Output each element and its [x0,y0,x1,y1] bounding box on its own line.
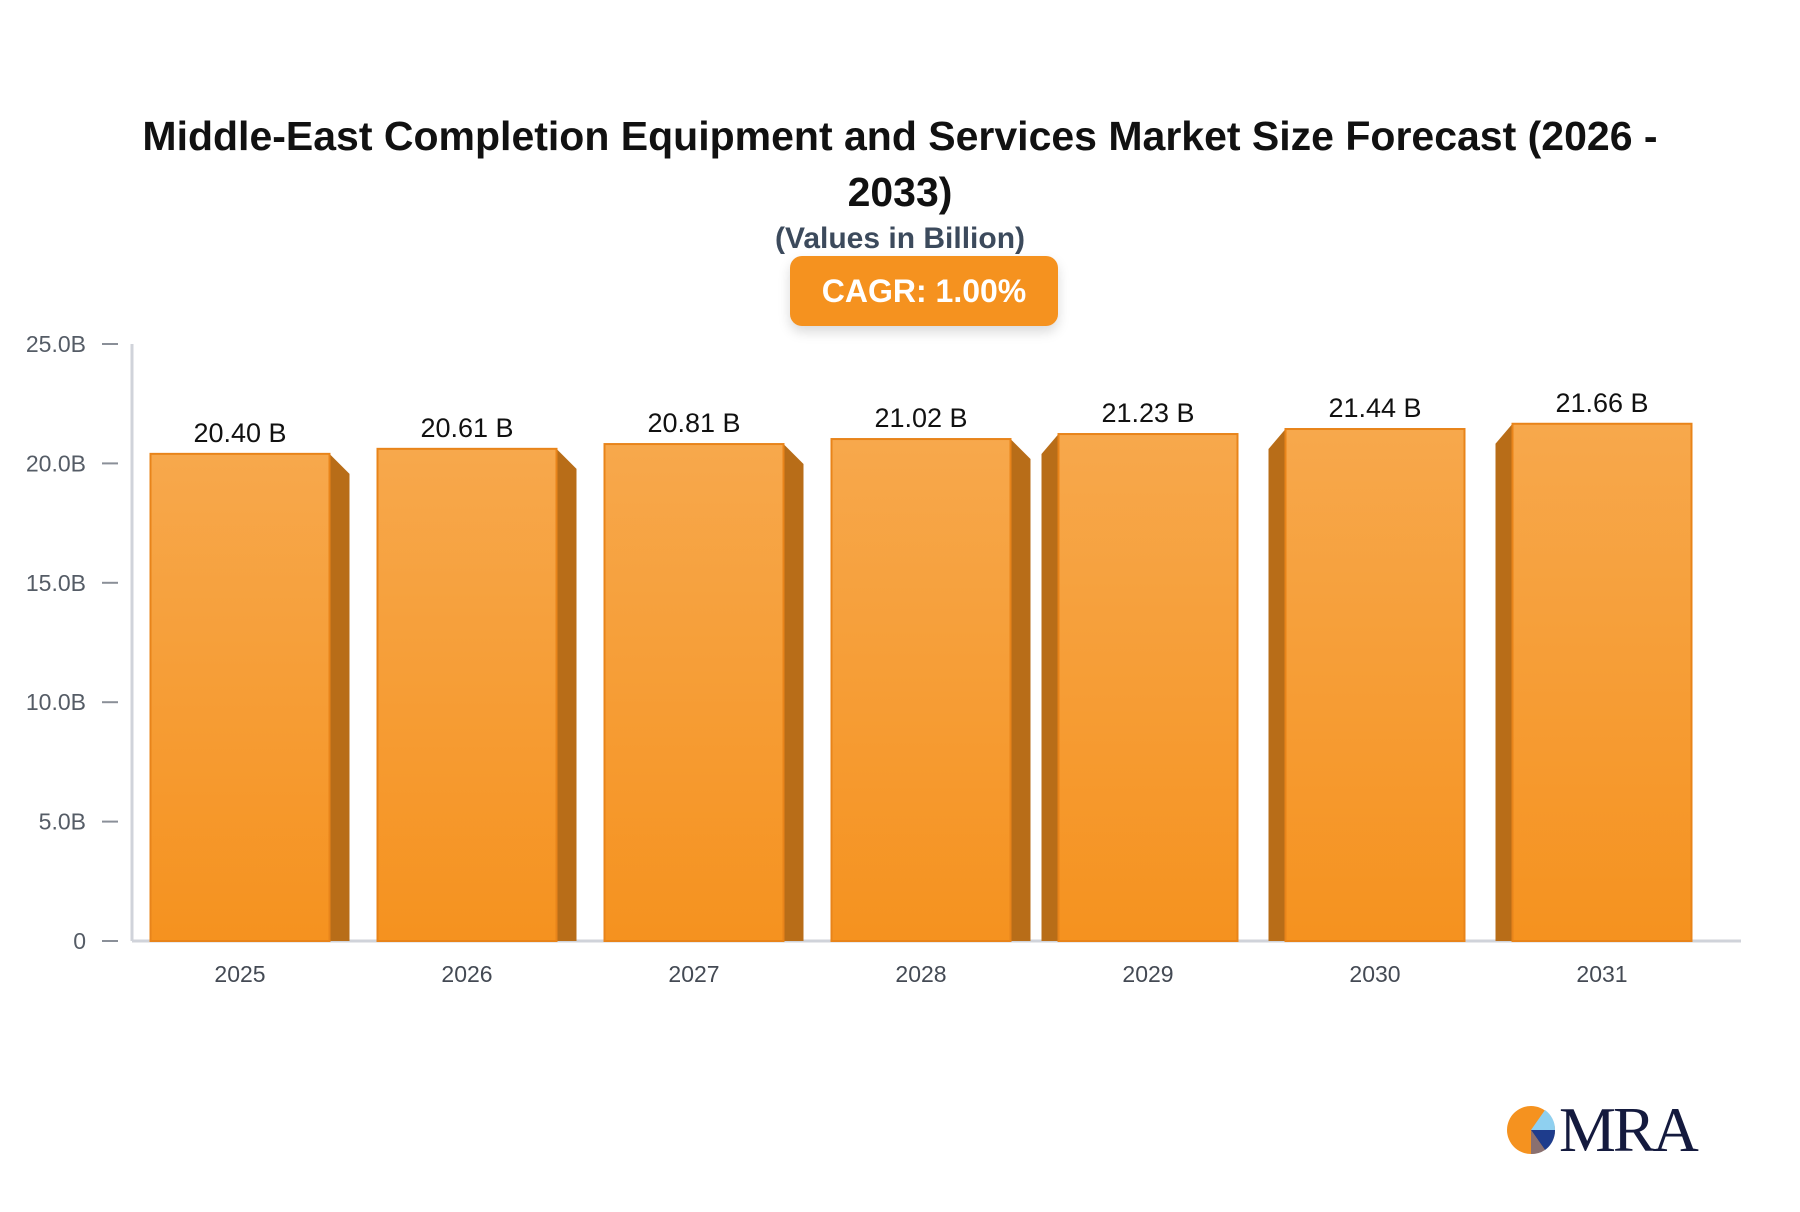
bar-side [1495,423,1513,942]
bar [1284,428,1466,942]
data-label: 21.23 B [1101,398,1194,428]
x-tick-label: 2027 [668,961,719,987]
bar [149,452,331,942]
pie-logo-icon [1507,1106,1556,1155]
cagr-badge: CAGR: 1.00% [790,256,1058,326]
x-tick-label: 2030 [1349,961,1400,987]
bar [830,438,1012,942]
x-tick-label: 2031 [1576,961,1627,987]
mra-logo: MRA [1505,1094,1699,1165]
y-tick-label: 25.0B [26,331,86,357]
data-label: 20.40 B [193,418,286,448]
bar-group: 20.61 B 2026 [376,413,577,987]
x-tick-label: 2025 [214,961,265,987]
bar [1057,433,1239,942]
bar [603,443,785,942]
bar-side [1268,429,1286,941]
y-tick-label: 20.0B [26,450,86,476]
data-label: 20.81 B [647,408,740,438]
bar-side [783,444,804,941]
y-tick-label: 10.0B [26,689,86,715]
bar-group: 20.81 B 2027 [603,408,804,987]
bar-group: 21.23 B 2029 [1041,398,1239,987]
bar-side [329,453,350,941]
data-label: 21.02 B [874,403,967,433]
bar-side [1041,434,1059,941]
x-tick-label: 2029 [1122,961,1173,987]
data-label: 21.44 B [1328,393,1421,423]
bar [1511,422,1693,942]
data-label: 20.61 B [420,413,513,443]
chart-title: Middle-East Completion Equipment and Ser… [142,113,1658,215]
bar-side [556,448,577,941]
logo-text: MRA [1559,1094,1699,1165]
x-tick-label: 2028 [895,961,946,987]
bar-group: 20.40 B 2025 [149,418,350,987]
bar [376,447,558,942]
data-label: 21.66 B [1555,388,1648,418]
chart-subtitle: (Values in Billion) [774,222,1026,255]
bar-group: 21.66 B 2031 [1495,388,1693,987]
x-tick-label: 2026 [441,961,492,987]
y-tick-label: 0 [73,928,86,954]
y-tick-label: 5.0B [39,809,86,835]
y-tick-label: 15.0B [26,570,86,596]
bar-group: 21.02 B 2028 [830,403,1031,987]
bar-side [1010,439,1031,941]
bar-group: 21.44 B 2030 [1268,393,1466,987]
